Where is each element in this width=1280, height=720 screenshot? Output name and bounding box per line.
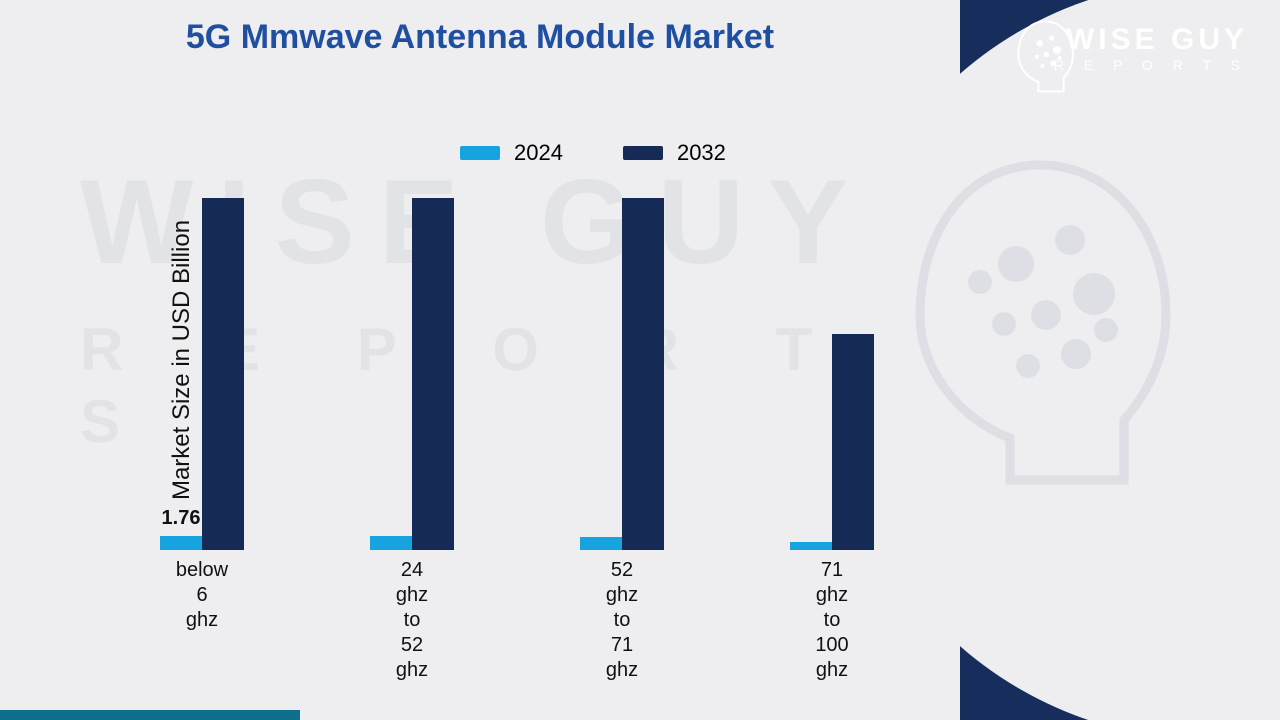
- legend-label-2032: 2032: [677, 140, 726, 166]
- bar-2024-g1: [370, 536, 412, 550]
- legend-item-2024: 2024: [460, 140, 563, 166]
- legend-label-2024: 2024: [514, 140, 563, 166]
- logo-head-icon: [1010, 18, 1080, 98]
- brand-logo: WISE GUY R E P O R T S: [1054, 24, 1248, 72]
- footer-accent-bar: [0, 710, 300, 720]
- bar-2032-g2: [622, 198, 664, 550]
- legend-item-2032: 2032: [623, 140, 726, 166]
- x-tick-label: 71ghzto100ghz: [772, 558, 892, 683]
- chart-plot-area: 1.76: [120, 190, 960, 550]
- x-tick-label: 24ghzto52ghz: [352, 558, 472, 683]
- logo-line1: WISE GUY: [1054, 24, 1248, 56]
- legend-swatch-2024: [460, 146, 500, 160]
- bar-2032-g1: [412, 198, 454, 550]
- chart-canvas: WISE GUY R E P O R T S WISE GUY R E P O …: [0, 0, 1280, 720]
- legend: 2024 2032: [460, 140, 726, 166]
- bar-2032-g0: [202, 198, 244, 550]
- x-tick-label: below6ghz: [142, 558, 262, 633]
- bar-value-label: 1.76: [162, 507, 201, 530]
- bar-2024-g0: [160, 536, 202, 550]
- bar-2024-g2: [580, 537, 622, 550]
- legend-swatch-2032: [623, 146, 663, 160]
- x-tick-label: 52ghzto71ghz: [562, 558, 682, 683]
- bar-2024-g3: [790, 542, 832, 550]
- bar-2032-g3: [832, 334, 874, 550]
- chart-title: 5G Mmwave Antenna Module Market: [0, 18, 960, 57]
- logo-line2: R E P O R T S: [1054, 58, 1248, 73]
